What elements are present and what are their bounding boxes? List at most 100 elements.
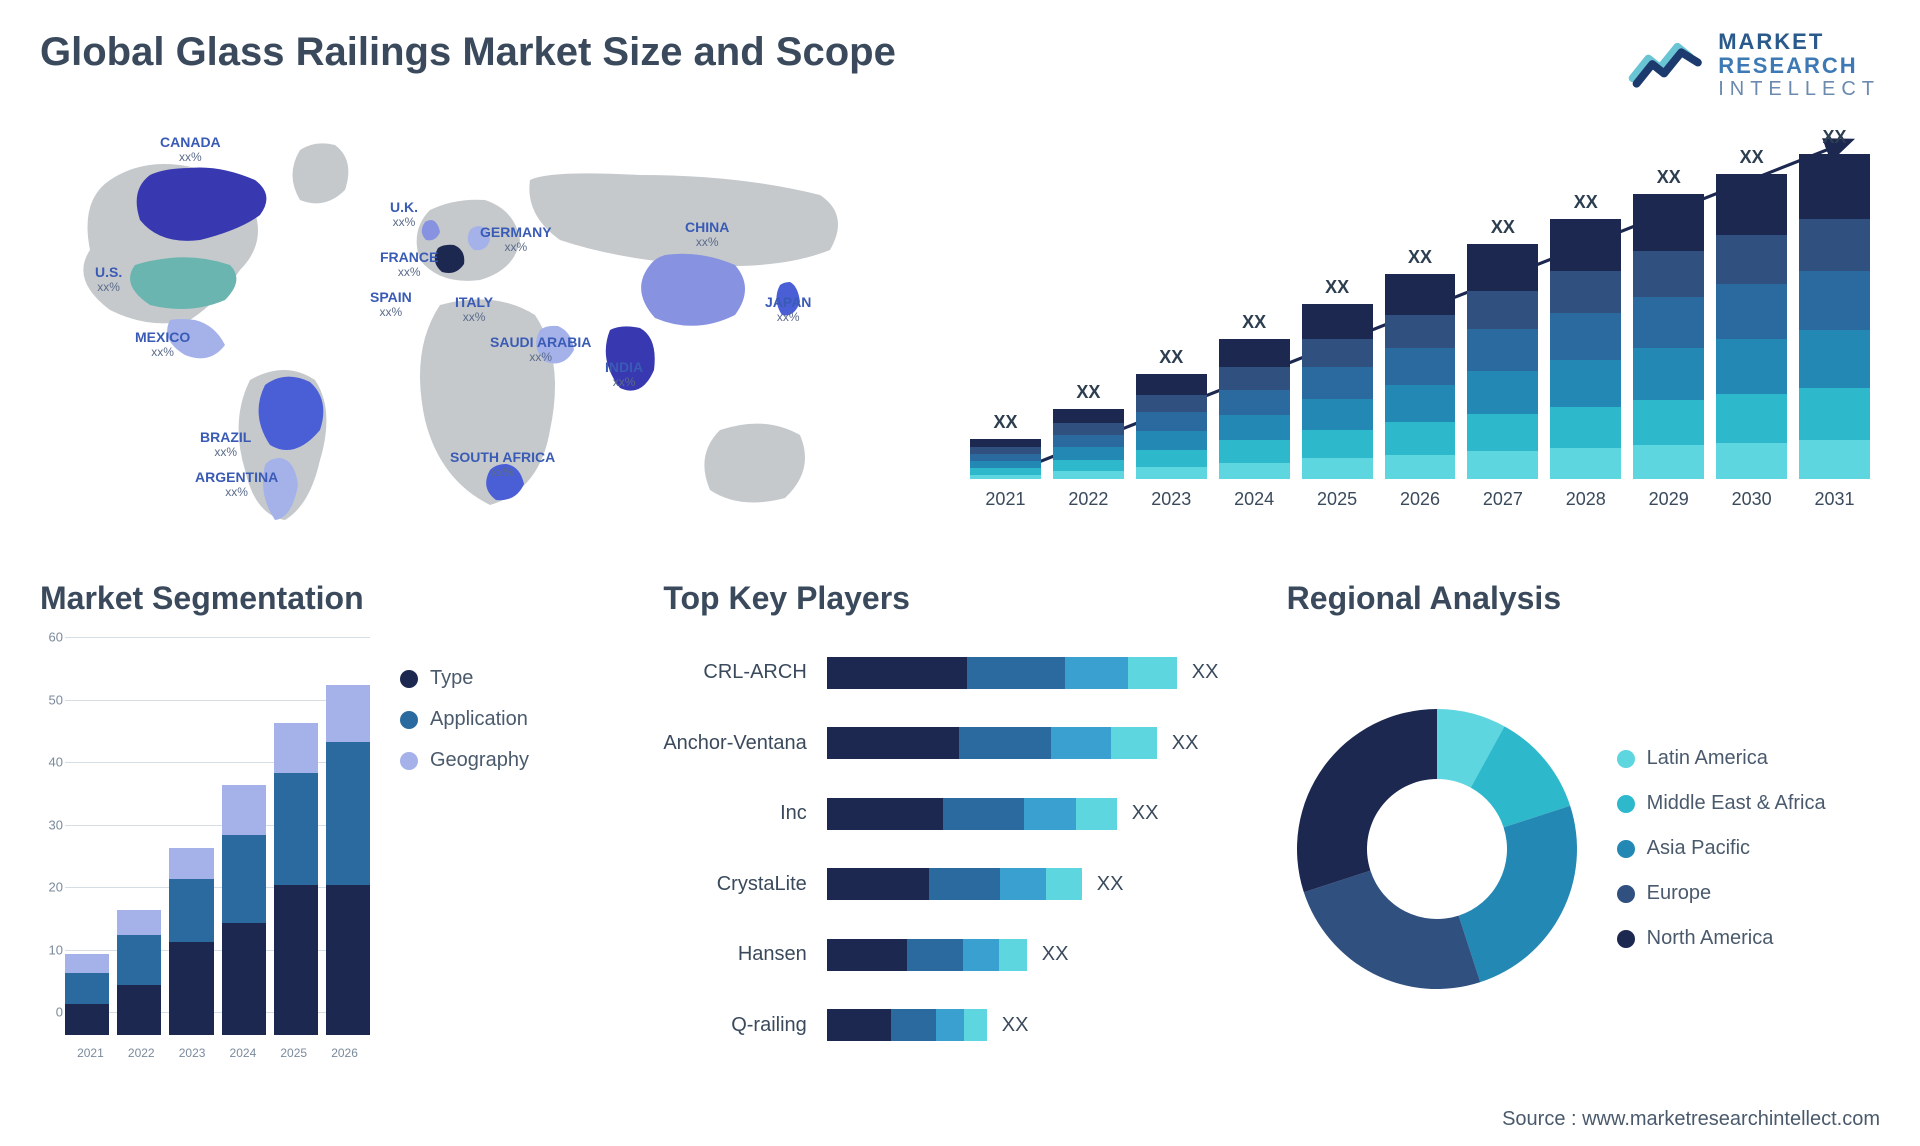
growth-year-label: 2031 (1814, 489, 1854, 510)
logo-text-3: INTELLECT (1718, 78, 1880, 100)
segmentation-bar (274, 723, 318, 1036)
growth-bar-label: XX (1740, 147, 1764, 168)
page-title: Global Glass Railings Market Size and Sc… (40, 30, 896, 75)
legend-item: Europe (1617, 882, 1826, 905)
growth-bar: XX2022 (1053, 382, 1124, 510)
growth-bar: XX 2025 (1302, 277, 1373, 510)
map-label: SPAINxx% (370, 290, 412, 319)
y-tick: 10 (49, 942, 63, 957)
growth-bar-label: XX (1823, 127, 1847, 148)
segmentation-bar (65, 954, 109, 1035)
map-label: INDIAxx% (605, 360, 643, 389)
growth-year-label: 2029 (1649, 489, 1689, 510)
legend-item: North America (1617, 927, 1826, 950)
player-bar: XX (827, 1009, 1257, 1041)
x-tick: 2022 (116, 1046, 167, 1060)
map-label: MEXICOxx% (135, 330, 190, 359)
segmentation-bar (117, 910, 161, 1035)
map-label: SOUTH AFRICAxx% (450, 450, 555, 479)
growth-bar: XX2021 (970, 412, 1041, 510)
logo: MARKET RESEARCH INTELLECT (1628, 30, 1880, 100)
y-tick: 30 (49, 817, 63, 832)
segmentation-bar (222, 785, 266, 1035)
player-value: XX (1042, 943, 1069, 966)
growth-bar: XX 2029 (1633, 167, 1704, 510)
x-tick: 2021 (65, 1046, 116, 1060)
growth-bar: XX 2031 (1799, 127, 1870, 510)
growth-bar: XX 2030 (1716, 147, 1787, 510)
map-label: ITALYxx% (455, 295, 493, 324)
map-label: GERMANYxx% (480, 225, 552, 254)
growth-year-label: 2026 (1400, 489, 1440, 510)
y-tick: 60 (49, 630, 63, 645)
y-tick: 20 (49, 880, 63, 895)
x-tick: 2023 (167, 1046, 218, 1060)
regional-donut (1287, 699, 1587, 999)
player-value: XX (1097, 873, 1124, 896)
legend-item: Type (400, 667, 529, 690)
growth-bar-label: XX (1325, 277, 1349, 298)
map-label: BRAZILxx% (200, 430, 251, 459)
player-labels: CRL-ARCHAnchor-VentanaIncCrystaLiteHanse… (663, 637, 806, 1060)
growth-bar-label: XX (1491, 217, 1515, 238)
growth-year-label: 2023 (1151, 489, 1191, 510)
player-name: Hansen (663, 943, 806, 966)
players-title: Top Key Players (663, 580, 1256, 617)
segmentation-panel: Market Segmentation 01020304050602021202… (40, 580, 633, 1060)
regional-panel: Regional Analysis Latin America Middle Ea… (1287, 580, 1880, 1060)
growth-bar-label: XX (1076, 382, 1100, 403)
growth-bar: XX 2026 (1385, 247, 1456, 510)
player-bar: XX (827, 939, 1257, 971)
growth-year-label: 2030 (1732, 489, 1772, 510)
player-bar: XX (827, 868, 1257, 900)
player-value: XX (1002, 1014, 1029, 1037)
logo-text-1: MARKET (1718, 30, 1880, 54)
regional-title: Regional Analysis (1287, 580, 1880, 617)
growth-bar: XX 2023 (1136, 347, 1207, 510)
map-label: FRANCExx% (380, 250, 438, 279)
map-label: ARGENTINAxx% (195, 470, 278, 499)
legend-item: Application (400, 708, 529, 731)
player-value: XX (1132, 802, 1159, 825)
growth-bar-label: XX (1242, 312, 1266, 333)
x-tick: 2024 (217, 1046, 268, 1060)
segmentation-bar (169, 848, 213, 1036)
segmentation-title: Market Segmentation (40, 580, 633, 617)
player-value: XX (1172, 732, 1199, 755)
player-name: CrystaLite (663, 873, 806, 896)
map-label: SAUDI ARABIAxx% (490, 335, 591, 364)
growth-year-label: 2025 (1317, 489, 1357, 510)
player-bar: XX (827, 727, 1257, 759)
player-bar: XX (827, 657, 1257, 689)
player-name: Q-railing (663, 1014, 806, 1037)
growth-bar-label: XX (1657, 167, 1681, 188)
map-label: U.S.xx% (95, 265, 122, 294)
growth-year-label: 2027 (1483, 489, 1523, 510)
map-label: CHINAxx% (685, 220, 729, 249)
growth-bar: XX 2028 (1550, 192, 1621, 510)
legend-item: Asia Pacific (1617, 837, 1826, 860)
regional-legend: Latin America Middle East & Africa Asia Pa… (1617, 747, 1826, 950)
map-label: CANADAxx% (160, 135, 221, 164)
legend-item: Middle East & Africa (1617, 792, 1826, 815)
growth-year-label: 2028 (1566, 489, 1606, 510)
y-tick: 50 (49, 692, 63, 707)
growth-bar: XX 2024 (1219, 312, 1290, 510)
map-label: U.K.xx% (390, 200, 418, 229)
x-tick: 2026 (319, 1046, 370, 1060)
legend-item: Latin America (1617, 747, 1826, 770)
growth-bar-label: XX (1574, 192, 1598, 213)
growth-bar-label: XX (1408, 247, 1432, 268)
growth-bar-label: XX (1159, 347, 1183, 368)
growth-year-label: 2024 (1234, 489, 1274, 510)
source-label: Source : www.marketresearchintellect.com (1502, 1108, 1880, 1131)
players-panel: Top Key Players CRL-ARCHAnchor-VentanaIn… (663, 580, 1256, 1060)
growth-year-label: 2021 (985, 489, 1025, 510)
x-tick: 2025 (268, 1046, 319, 1060)
segmentation-legend: Type Application Geography (400, 637, 529, 1060)
segmentation-chart: 0102030405060202120222023202420252026 (40, 637, 370, 1060)
growth-chart: XX2021XX2022XX2023XX2024XX2025XX2026XX20… (960, 120, 1880, 540)
world-map: CANADAxx% U.S.xx% MEXICOxx% BRAZILxx% ARGENT… (40, 120, 920, 540)
logo-mark-icon (1628, 35, 1708, 95)
legend-item: Geography (400, 749, 529, 772)
